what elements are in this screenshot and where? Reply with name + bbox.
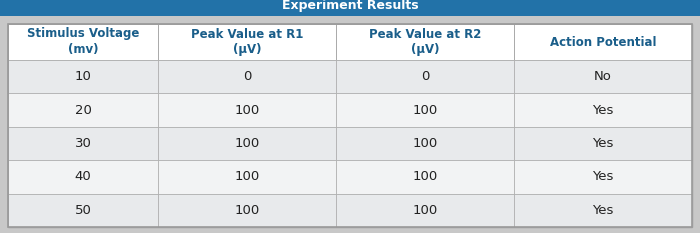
Bar [336,160,514,194]
Bar [514,60,692,93]
Bar [514,24,692,60]
Text: 100: 100 [234,137,260,150]
Text: Action Potential: Action Potential [550,35,657,48]
Bar [514,93,692,127]
Text: No: No [594,70,612,83]
Bar [514,160,692,194]
Text: Yes: Yes [592,104,614,116]
Text: 100: 100 [234,170,260,183]
Bar [8,93,158,127]
Text: 0: 0 [243,70,251,83]
Bar [336,127,514,160]
Bar [158,93,336,127]
Text: 10: 10 [75,70,92,83]
Bar [514,127,692,160]
Bar [158,24,336,60]
Text: 40: 40 [75,170,92,183]
Bar [8,24,158,60]
Bar [336,93,514,127]
Bar [158,127,336,160]
Bar [8,127,158,160]
Text: 20: 20 [75,104,92,116]
Bar [8,194,158,227]
Text: Yes: Yes [592,204,614,217]
Bar [158,160,336,194]
Text: 50: 50 [75,204,92,217]
Text: Yes: Yes [592,137,614,150]
Text: 100: 100 [412,104,438,116]
Bar [8,24,692,227]
Text: Peak Value at R1
(μV): Peak Value at R1 (μV) [191,27,304,56]
Text: 100: 100 [234,104,260,116]
Text: 100: 100 [234,204,260,217]
Bar [336,194,514,227]
Text: 100: 100 [412,137,438,150]
Bar [336,24,514,60]
Text: 0: 0 [421,70,429,83]
Text: Yes: Yes [592,170,614,183]
Text: 100: 100 [412,170,438,183]
Bar [336,60,514,93]
Bar [8,160,158,194]
Text: Stimulus Voltage
(mv): Stimulus Voltage (mv) [27,27,139,56]
Bar [514,194,692,227]
Bar [158,194,336,227]
Bar [8,24,692,227]
Text: 100: 100 [412,204,438,217]
Bar [158,60,336,93]
Text: Experiment Results: Experiment Results [281,0,419,11]
Text: 30: 30 [75,137,92,150]
Bar [8,60,158,93]
Text: Peak Value at R2
(μV): Peak Value at R2 (μV) [369,27,482,56]
Bar [0,0,700,16]
